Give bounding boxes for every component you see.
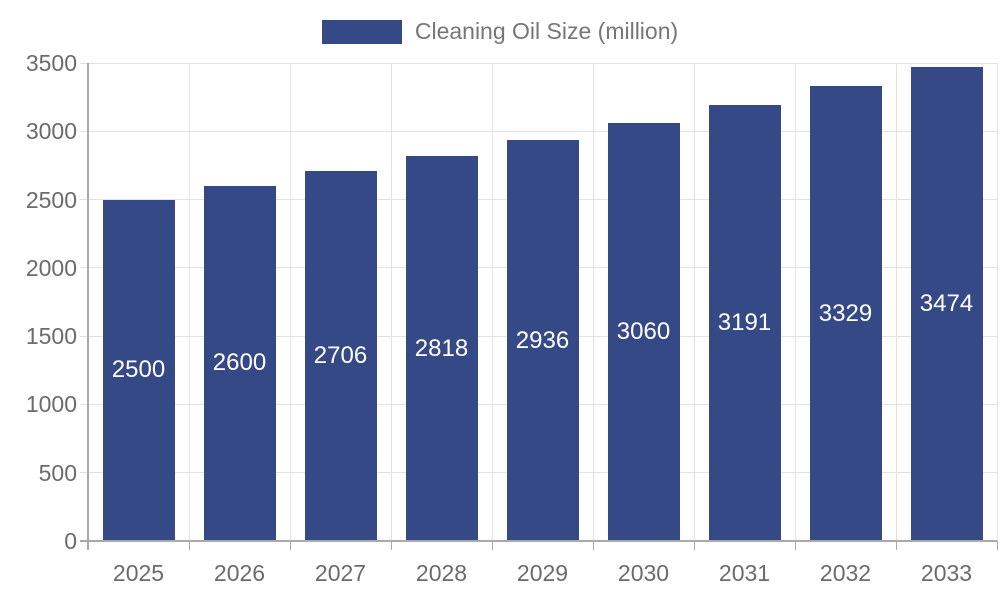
bar[interactable]: 3060 [607, 123, 680, 541]
x-gridline [693, 63, 695, 541]
x-gridline [390, 63, 392, 541]
y-axis-label: 1500 [25, 323, 77, 350]
bar-value-label: 2818 [414, 334, 469, 362]
y-axis-label: 2000 [25, 254, 77, 281]
y-axis-label: 2500 [25, 186, 77, 213]
x-tick [188, 541, 190, 550]
x-tick [693, 541, 695, 550]
x-tick [794, 541, 796, 550]
y-axis-label: 1000 [25, 391, 77, 418]
y-axis-label: 3500 [25, 50, 77, 76]
bar-value-label: 3191 [717, 309, 772, 337]
y-tick [80, 62, 88, 64]
bar-value-label: 3060 [616, 318, 671, 346]
bar[interactable]: 2706 [304, 171, 377, 541]
x-gridline [188, 63, 190, 541]
y-tick [80, 267, 88, 269]
legend-label: Cleaning Oil Size (million) [414, 18, 679, 44]
bar[interactable]: 3474 [910, 66, 983, 541]
x-tick [895, 541, 897, 550]
x-gridline [592, 63, 594, 541]
x-tick [289, 541, 291, 550]
y-tick [80, 130, 88, 132]
x-gridline [794, 63, 796, 541]
y-tick [80, 540, 88, 542]
x-axis-label: 2033 [920, 560, 973, 586]
x-axis-label: 2031 [718, 560, 771, 586]
x-gridline [491, 63, 493, 541]
x-axis-label: 2028 [415, 560, 468, 586]
y-axis-label: 500 [38, 459, 77, 486]
bar[interactable]: 2936 [506, 140, 579, 541]
y-axis-label: 0 [64, 528, 77, 554]
x-tick [390, 541, 392, 550]
bar-value-label: 3329 [818, 299, 873, 327]
x-axis-label: 2029 [516, 560, 569, 586]
bar-value-label: 3474 [919, 289, 974, 317]
x-gridline [895, 63, 897, 541]
x-axis-label: 2032 [819, 560, 872, 586]
bar-value-label: 2600 [212, 349, 267, 377]
x-axis-label: 2030 [617, 560, 670, 586]
bar-value-label: 2500 [111, 356, 166, 384]
y-tick [80, 199, 88, 201]
legend-swatch [321, 19, 402, 44]
legend[interactable]: Cleaning Oil Size (million) [0, 18, 1000, 45]
x-gridline [289, 63, 291, 541]
plot-area: 2500 2600 2706 2818 2936 3060 3191 3329 3474 [88, 62, 998, 541]
bar[interactable]: 3329 [809, 86, 882, 541]
x-axis-label: 2026 [213, 560, 266, 586]
x-tick [592, 541, 594, 550]
y-tick [80, 403, 88, 405]
bar-value-label: 2706 [313, 342, 368, 370]
x-tick [491, 541, 493, 550]
bar[interactable]: 2600 [203, 185, 276, 541]
bar[interactable]: 3191 [708, 105, 781, 541]
y-gridline [88, 62, 997, 64]
y-tick [80, 335, 88, 337]
x-tick [87, 541, 89, 550]
bar[interactable]: 2500 [102, 199, 175, 541]
bar-value-label: 2936 [515, 326, 570, 354]
x-gridline [996, 63, 998, 541]
y-axis-label: 3000 [25, 118, 77, 145]
bar[interactable]: 2818 [405, 156, 478, 541]
x-axis-label: 2027 [314, 560, 367, 586]
x-tick [996, 541, 998, 550]
x-axis-label: 2025 [112, 560, 165, 586]
y-tick [80, 472, 88, 474]
